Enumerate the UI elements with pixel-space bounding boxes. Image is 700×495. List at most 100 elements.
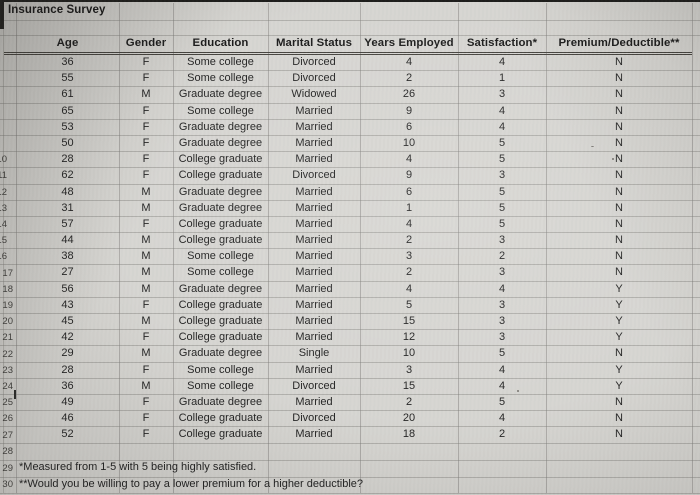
cell[interactable]: Y xyxy=(615,315,623,327)
column-header-satisfaction[interactable]: Satisfaction* xyxy=(466,37,538,49)
cell[interactable]: Married xyxy=(295,217,333,230)
cell[interactable]: M xyxy=(141,201,151,214)
row-number-29[interactable]: 29 xyxy=(2,463,13,474)
sheet-title-cell[interactable]: Insurance Survey xyxy=(8,4,106,16)
cell[interactable]: N xyxy=(615,88,623,101)
row-number-15[interactable]: 15 xyxy=(0,235,7,247)
cell[interactable]: 53 xyxy=(61,120,74,133)
cell[interactable]: N xyxy=(615,217,623,230)
cell[interactable]: 3 xyxy=(498,298,506,311)
cell[interactable]: M xyxy=(141,379,151,392)
cell[interactable]: N xyxy=(615,266,623,279)
cell[interactable]: F xyxy=(142,298,150,311)
cell[interactable]: 15 xyxy=(402,379,416,392)
cell[interactable]: Some college xyxy=(187,104,254,117)
cell[interactable]: N xyxy=(615,234,623,247)
row-number-22[interactable]: 22 xyxy=(2,348,13,360)
cell[interactable]: N xyxy=(615,412,623,425)
cell[interactable]: 3 xyxy=(498,331,506,344)
cell[interactable]: M xyxy=(141,315,151,327)
cell[interactable]: 2 xyxy=(498,428,506,441)
cell[interactable]: 4 xyxy=(498,56,506,68)
cell[interactable]: College graduate xyxy=(178,298,263,311)
cell[interactable]: College graduate xyxy=(178,153,263,166)
cell[interactable]: N xyxy=(615,250,623,263)
cell[interactable]: Divorced xyxy=(292,72,336,85)
cell[interactable]: 61 xyxy=(61,88,74,101)
column-header-education[interactable]: Education xyxy=(192,37,249,49)
cell[interactable]: Some college xyxy=(187,266,254,279)
row-number-18[interactable]: 18 xyxy=(2,283,13,295)
cell[interactable]: 10 xyxy=(402,136,416,149)
cell[interactable]: 3 xyxy=(498,266,506,279)
cell[interactable]: 3 xyxy=(498,88,506,101)
cell[interactable]: Y xyxy=(615,282,623,295)
cell[interactable]: 44 xyxy=(61,234,74,247)
row-number-17[interactable]: 17 xyxy=(2,267,13,279)
cell[interactable]: M xyxy=(141,282,151,295)
cell[interactable]: Married xyxy=(295,298,333,311)
cell[interactable]: 5 xyxy=(498,395,506,408)
cell[interactable]: F xyxy=(142,136,150,149)
cell[interactable]: Divorced xyxy=(292,56,336,68)
row-number-25[interactable]: 25 xyxy=(2,397,13,409)
cell[interactable]: Divorced xyxy=(292,169,336,182)
cell[interactable]: College graduate xyxy=(178,217,263,230)
cell[interactable]: 48 xyxy=(61,185,74,198)
column-header-gender[interactable]: Gender xyxy=(125,37,167,49)
cell[interactable]: Y xyxy=(615,379,623,392)
cell[interactable]: Y xyxy=(615,331,623,344)
cell[interactable]: 4 xyxy=(498,282,506,295)
cell[interactable]: Divorced xyxy=(292,379,336,392)
row-number-20[interactable]: 20 xyxy=(2,316,13,328)
row-number-14[interactable]: 14 xyxy=(0,219,7,230)
row-number-30[interactable]: 30 xyxy=(2,479,13,490)
cell[interactable]: Y xyxy=(615,363,623,376)
cell[interactable]: College graduate xyxy=(178,331,263,344)
row-number-10[interactable]: 10 xyxy=(0,154,7,166)
cell[interactable]: 36 xyxy=(61,56,74,68)
cell[interactable]: Married xyxy=(295,395,333,408)
cell[interactable]: Graduate degree xyxy=(178,201,263,214)
cell[interactable]: N xyxy=(615,428,623,441)
cell[interactable]: N xyxy=(615,153,623,166)
cell[interactable]: Graduate degree xyxy=(178,120,263,133)
row-number-26[interactable]: 26 xyxy=(2,413,13,425)
cell[interactable]: 28 xyxy=(61,363,74,376)
cell[interactable]: College graduate xyxy=(178,169,263,182)
cell[interactable]: 12 xyxy=(402,331,416,344)
cell[interactable]: F xyxy=(142,363,150,376)
cell[interactable]: F xyxy=(142,217,150,230)
cell[interactable]: 1 xyxy=(405,201,413,214)
cell[interactable]: 2 xyxy=(498,250,506,263)
cell[interactable]: N xyxy=(615,169,623,182)
cell[interactable]: N xyxy=(615,395,623,408)
cell[interactable]: Married xyxy=(295,234,333,247)
cell[interactable]: Some college xyxy=(187,72,254,85)
cell[interactable]: 2 xyxy=(405,72,413,85)
cell[interactable]: 6 xyxy=(405,120,413,133)
cell[interactable]: Some college xyxy=(187,250,254,263)
cell[interactable]: 3 xyxy=(498,169,506,182)
cell[interactable]: Married xyxy=(295,315,333,327)
column-header-age[interactable]: Age xyxy=(56,37,79,49)
cell[interactable]: Married xyxy=(295,120,333,133)
cell[interactable]: 10 xyxy=(402,347,416,360)
cell[interactable]: 45 xyxy=(61,315,74,327)
cell[interactable]: Y xyxy=(615,298,623,311)
row-number-19[interactable]: 19 xyxy=(2,300,13,311)
cell[interactable]: Married xyxy=(295,201,333,214)
cell[interactable]: 57 xyxy=(61,217,74,230)
cell[interactable]: Graduate degree xyxy=(178,395,263,408)
cell[interactable]: Graduate degree xyxy=(178,347,263,360)
cell[interactable]: 2 xyxy=(405,234,413,247)
cell[interactable]: F xyxy=(142,331,150,344)
cell[interactable]: M xyxy=(141,266,151,279)
footnote-premium[interactable]: **Would you be willing to pay a lower pr… xyxy=(19,478,364,490)
cell[interactable]: 9 xyxy=(405,169,413,182)
cell[interactable]: Married xyxy=(295,282,333,295)
cell[interactable]: 31 xyxy=(61,201,74,214)
cell[interactable]: Married xyxy=(295,185,333,198)
cell[interactable]: 28 xyxy=(61,153,74,166)
cell[interactable]: Some college xyxy=(187,56,254,68)
